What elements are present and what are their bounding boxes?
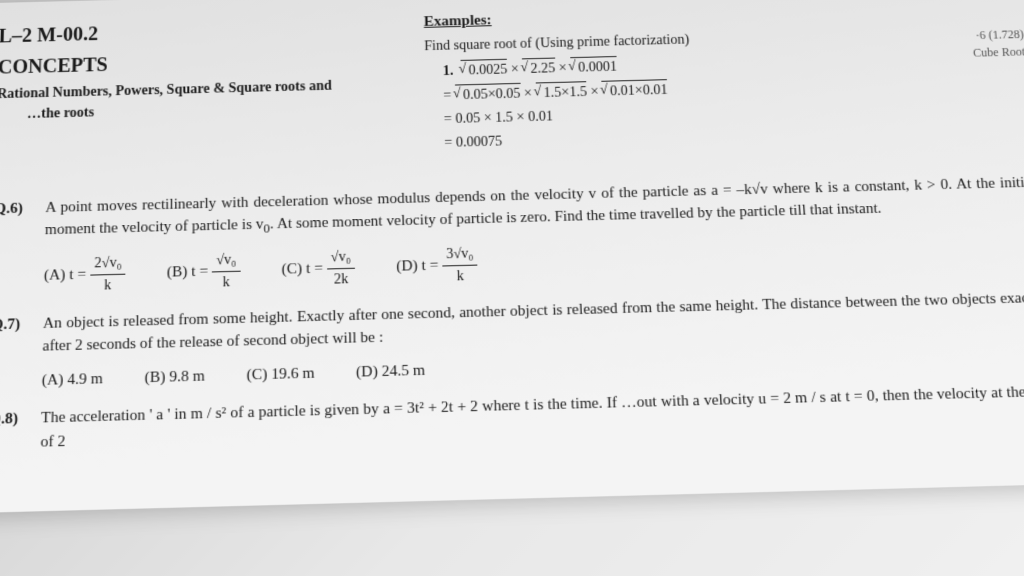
q6-a-label: (A) t = (44, 266, 86, 283)
q7-opt-d: (D) 24.5 m (356, 359, 425, 384)
top-section: L–2 M-00.2 CONCEPTS Rational Numbers, Po… (0, 0, 1024, 168)
q6-d-label: (D) t = (396, 257, 438, 274)
q7-opt-c: (C) 19.6 m (246, 362, 314, 387)
q6-opt-d: (D) t = 3√v₀k (396, 243, 478, 289)
q7-number: Q.7) (0, 313, 35, 337)
q6-number: Q.6) (0, 197, 37, 221)
sqrt-2a: 0.05×0.05 (455, 82, 521, 105)
q6-c-label: (C) t = (282, 260, 323, 277)
q7-body: An object is released from some height. … (42, 289, 1024, 355)
q6-b-num: √v₀ (212, 249, 240, 272)
q6-b-den: k (212, 271, 240, 293)
q6-b-label: (B) t = (167, 263, 208, 280)
sqrt-2c: 0.01×0.01 (602, 79, 668, 102)
q6-opt-b: (B) t = √v₀k (167, 249, 241, 295)
example-1-label: 1. (443, 64, 454, 79)
q6-a-den: k (90, 274, 126, 296)
left-column: L–2 M-00.2 CONCEPTS Rational Numbers, Po… (0, 12, 390, 168)
question-8: Q.8) The acceleration ' a ' in m / s² of… (0, 381, 1024, 456)
q7-opt-b: (B) 9.8 m (144, 365, 204, 390)
right-margin: ·6 (1.728) Cube Root (868, 0, 1024, 145)
margin-note-2: Cube Root (871, 43, 1024, 64)
examples-column: Examples: Find square root of (Using pri… (424, 1, 841, 157)
q6-d-frac: 3√v₀k (442, 243, 478, 288)
q6-d-num: 3√v₀ (442, 243, 478, 266)
q6-b-frac: √v₀k (212, 249, 240, 293)
q7-opt-a: (A) 4.9 m (42, 367, 104, 392)
q8-body: The acceleration ' a ' in m / s² of a pa… (40, 384, 1024, 451)
question-7: Q.7) An object is released from some hei… (0, 286, 1024, 393)
q6-opt-a: (A) t = 2√v₀k (44, 252, 126, 298)
q6-c-frac: √v₀2k (327, 246, 356, 290)
sqrt-2b: 1.5×1.5 (535, 81, 587, 104)
sqrt-1c: 0.0001 (570, 56, 618, 79)
q6-opt-c: (C) t = √v₀2k (282, 246, 356, 292)
question-6: Q.6) A point moves rectilinearly with de… (0, 171, 1024, 299)
q6-c-num: √v₀ (327, 246, 356, 269)
q6-a-frac: 2√v₀k (90, 252, 126, 297)
sqrt-1a: 0.0025 (460, 58, 507, 81)
worksheet-paper: L–2 M-00.2 CONCEPTS Rational Numbers, Po… (0, 0, 1024, 514)
q8-number: Q.8) (0, 407, 33, 432)
sqrt-1b: 2.25 (522, 57, 555, 79)
q6-c-den: 2k (327, 268, 356, 290)
q6-d-den: k (442, 265, 478, 287)
q6-options: (A) t = 2√v₀k (B) t = √v₀k (C) t = √v₀2k… (44, 229, 1024, 298)
q6-a-num: 2√v₀ (90, 252, 126, 275)
